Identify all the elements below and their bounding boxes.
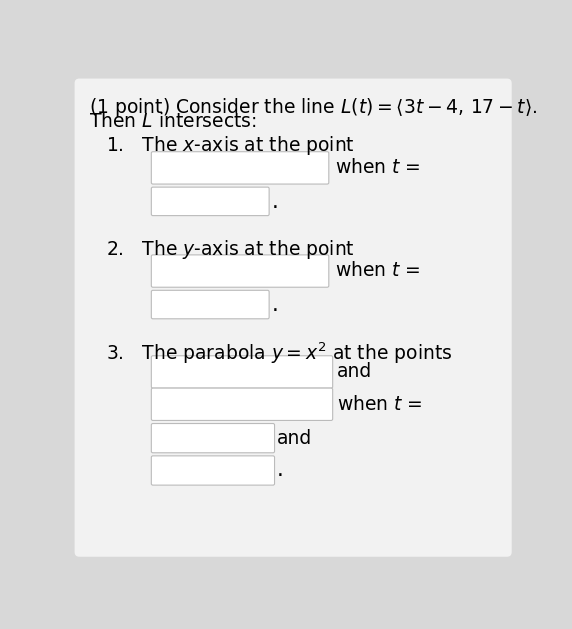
Text: Then $L$ intersects:: Then $L$ intersects:: [89, 113, 256, 131]
Text: .: .: [272, 295, 279, 315]
FancyBboxPatch shape: [74, 79, 512, 557]
Text: 1.   The $x$-axis at the point: 1. The $x$-axis at the point: [106, 134, 355, 157]
FancyBboxPatch shape: [152, 356, 333, 388]
FancyBboxPatch shape: [152, 456, 275, 485]
Text: .: .: [277, 460, 284, 481]
FancyBboxPatch shape: [152, 388, 333, 420]
FancyBboxPatch shape: [152, 187, 269, 216]
Text: when $t$ =: when $t$ =: [337, 395, 423, 414]
FancyBboxPatch shape: [152, 255, 329, 287]
Text: 3.   The parabola $y = x^2$ at the points: 3. The parabola $y = x^2$ at the points: [106, 340, 453, 366]
Text: and: and: [277, 428, 312, 448]
Text: when $t$ =: when $t$ =: [335, 158, 420, 177]
Text: .: .: [272, 192, 279, 212]
FancyBboxPatch shape: [152, 291, 269, 319]
Text: when $t$ =: when $t$ =: [335, 261, 420, 280]
Text: 2.   The $y$-axis at the point: 2. The $y$-axis at the point: [106, 238, 355, 261]
FancyBboxPatch shape: [152, 152, 329, 184]
Text: (1 point) Consider the line $L(t) = \langle 3t - 4,\, 17 - t\rangle$.: (1 point) Consider the line $L(t) = \lan…: [89, 96, 537, 120]
Text: and: and: [337, 362, 372, 381]
FancyBboxPatch shape: [152, 423, 275, 453]
